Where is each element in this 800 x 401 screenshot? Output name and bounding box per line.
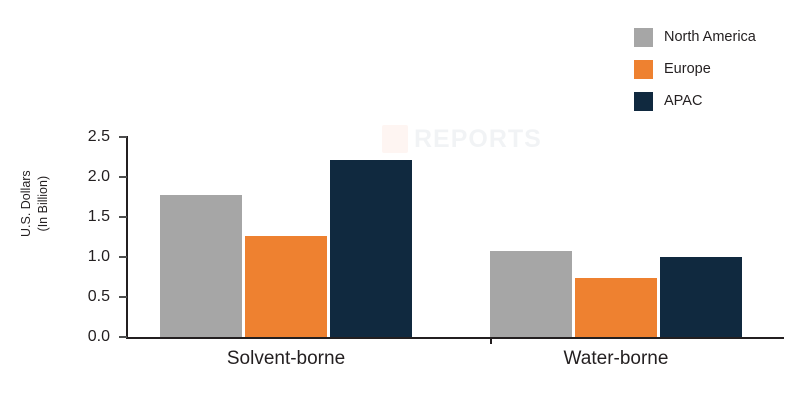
bar-solvent-borne-apac[interactable] xyxy=(330,160,412,337)
x-axis-label-solvent-borne: Solvent-borne xyxy=(226,348,346,369)
y-axis-tick: 2.5 xyxy=(88,128,127,145)
y-axis-label-line1: U.S. Dollars xyxy=(19,170,33,237)
y-axis-tick-label: 0.0 xyxy=(87,328,110,345)
bar-water-borne-north-america[interactable] xyxy=(490,251,572,337)
y-axis-tick-label: 2.5 xyxy=(87,128,110,145)
legend-item-apac[interactable]: APAC xyxy=(634,92,756,111)
y-axis-tick-label: 1.5 xyxy=(87,208,110,225)
y-axis-tick: 2.0 xyxy=(88,168,127,185)
bar-solvent-borne-north-america[interactable] xyxy=(160,194,242,337)
legend-label-europe: Europe xyxy=(664,61,711,77)
legend-label-apac: APAC xyxy=(664,93,703,109)
y-axis-tick-label: 0.5 xyxy=(87,288,110,305)
y-axis-tick: 1.5 xyxy=(88,208,127,225)
y-axis-tick: 1.0 xyxy=(88,248,127,265)
x-axis-line xyxy=(126,337,784,339)
bar-water-borne-europe[interactable] xyxy=(575,277,657,337)
legend-item-north-america[interactable]: North America xyxy=(634,28,756,47)
legend-swatch-north-america xyxy=(634,28,653,47)
plot-area: 0.0 0.5 1.0 1.5 2.0 2.5 xyxy=(88,128,784,345)
y-axis-tick: 0.5 xyxy=(88,288,127,305)
bar-water-borne-apac[interactable] xyxy=(660,257,742,337)
y-axis-line xyxy=(126,136,128,338)
y-axis-label-line2: (In Billion) xyxy=(35,175,50,232)
legend-swatch-europe xyxy=(634,60,653,79)
x-axis-label-water-borne: Water-borne xyxy=(563,348,669,369)
legend-swatch-apac xyxy=(634,92,653,111)
legend-label-north-america: North America xyxy=(664,29,756,45)
y-axis-label: U.S. Dollars (In Billion) xyxy=(18,170,51,237)
y-axis-tick-label: 2.0 xyxy=(87,168,110,185)
y-axis-tick: 0.0 xyxy=(88,328,127,345)
chart-legend: North America Europe APAC xyxy=(634,28,756,111)
x-axis-minor-tick xyxy=(490,337,492,344)
bar-solvent-borne-europe[interactable] xyxy=(245,236,327,337)
y-axis-tick-label: 1.0 xyxy=(87,248,110,265)
legend-item-europe[interactable]: Europe xyxy=(634,60,756,79)
